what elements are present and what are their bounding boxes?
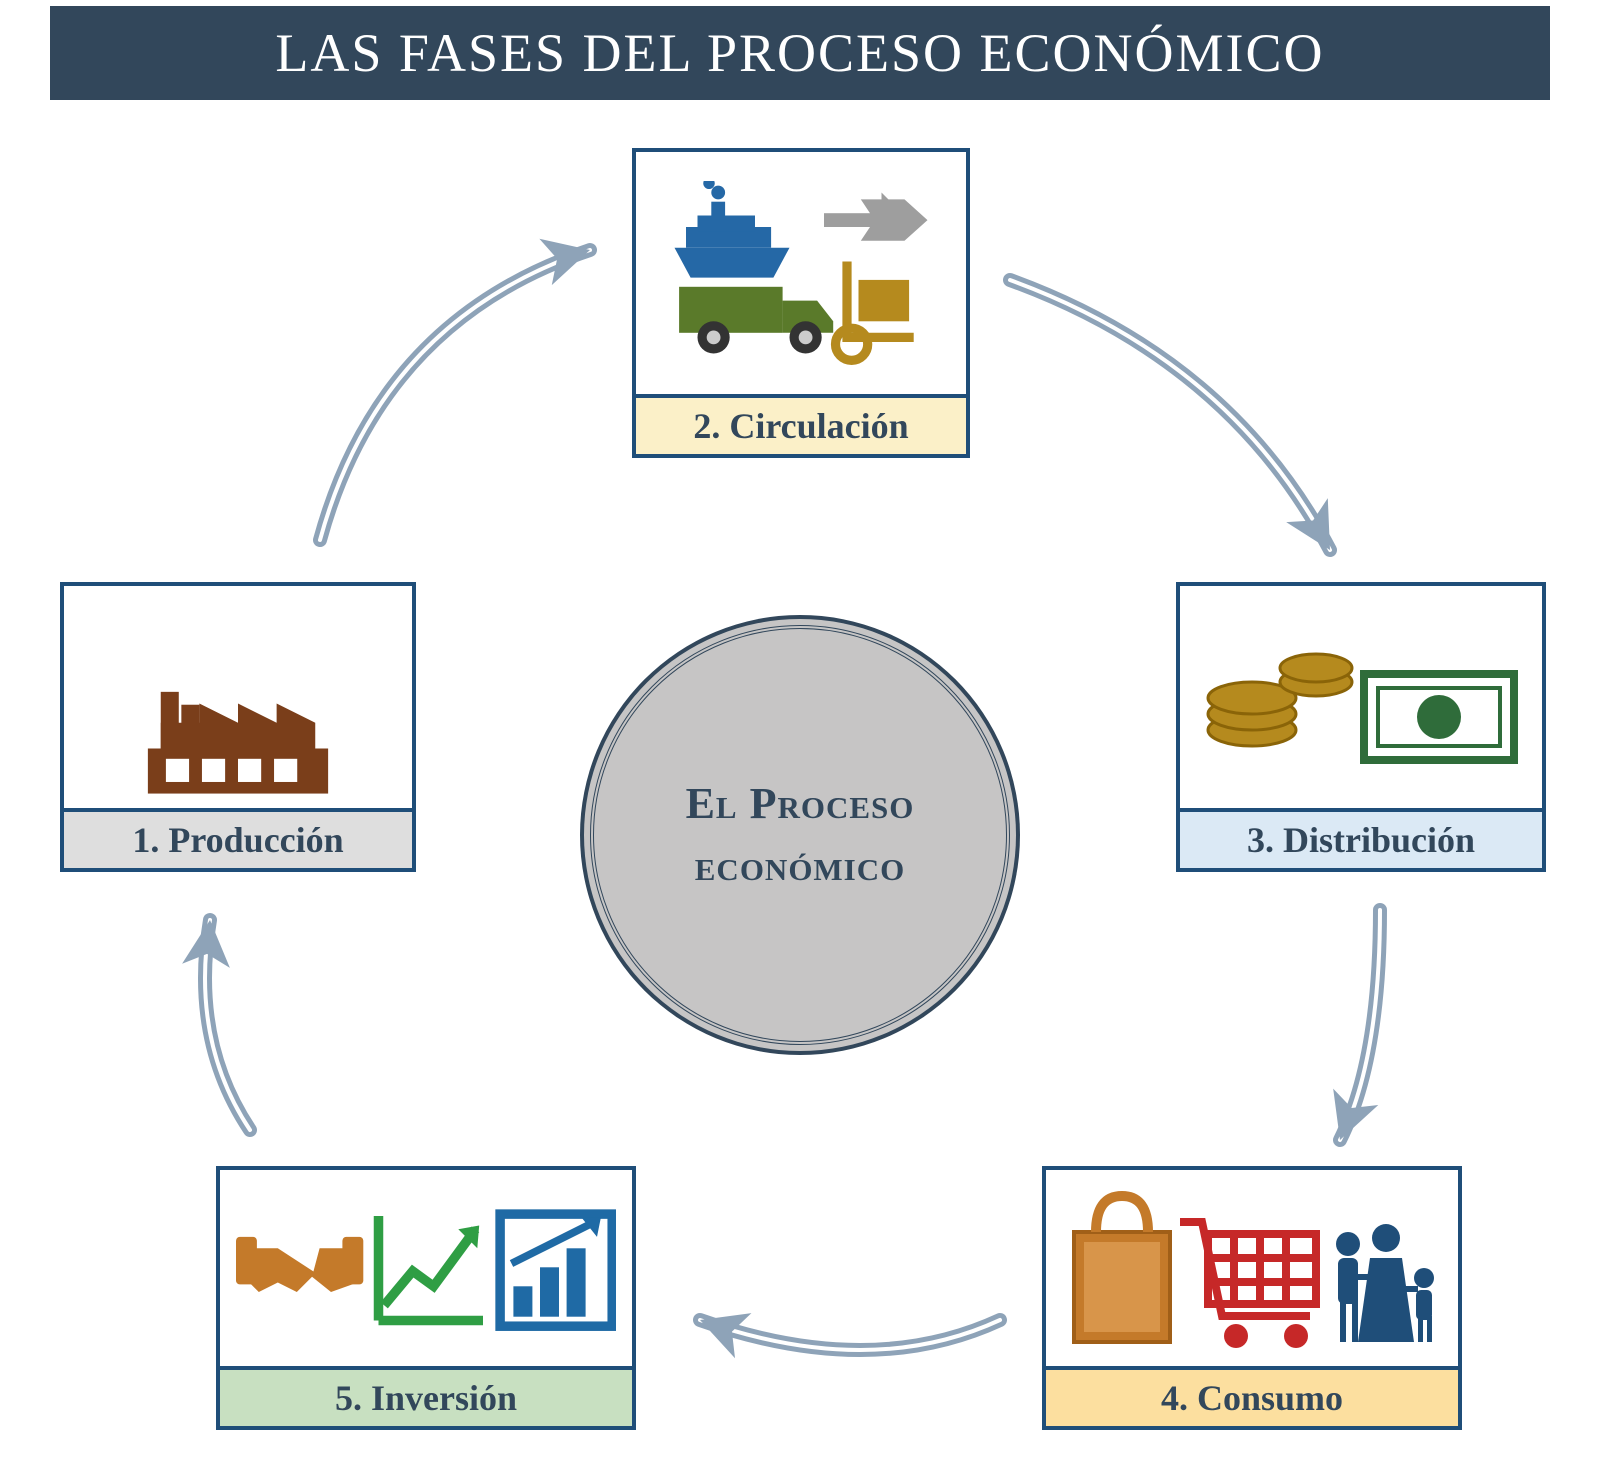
node-distribucion: 3. Distribución	[1176, 582, 1546, 872]
invest-icon	[220, 1170, 632, 1366]
money-icon	[1180, 586, 1542, 808]
shopping-icon	[1046, 1170, 1458, 1366]
transport-icon	[636, 152, 966, 394]
node-produccion: 1. Producción	[60, 582, 416, 872]
diagram-stage: El Proceso económico 1. Producción 2. Cir…	[0, 120, 1600, 1482]
node-consumo: 4. Consumo	[1042, 1166, 1462, 1430]
center-circle: El Proceso económico	[590, 625, 1010, 1045]
node-inversion: 5. Inversión	[216, 1166, 636, 1430]
title-bar: LAS FASES DEL PROCESO ECONÓMICO	[50, 6, 1550, 100]
node-label-circulacion: 2. Circulación	[636, 394, 966, 454]
node-circulacion: 2. Circulación	[632, 148, 970, 458]
node-label-distribucion: 3. Distribución	[1180, 808, 1542, 868]
factory-icon	[64, 586, 412, 808]
page-title: LAS FASES DEL PROCESO ECONÓMICO	[275, 22, 1324, 84]
node-label-produccion: 1. Producción	[64, 808, 412, 868]
node-label-consumo: 4. Consumo	[1046, 1366, 1458, 1426]
node-label-inversion: 5. Inversión	[220, 1366, 632, 1426]
center-label: El Proceso económico	[594, 773, 1006, 896]
